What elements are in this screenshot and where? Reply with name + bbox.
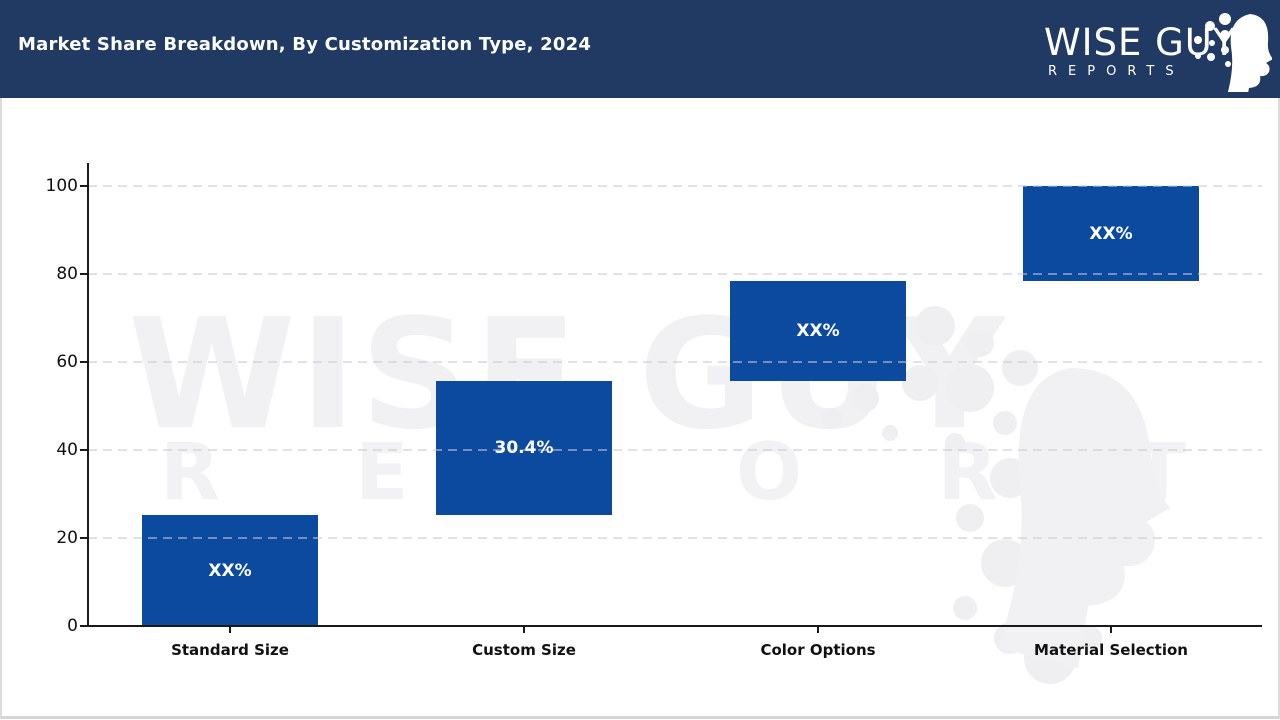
logo-wiseguy-text: WISE GUY [1044,21,1237,64]
chart-title: Market Share Breakdown, By Customization… [18,34,592,55]
header-bar: Market Share Breakdown, By Customization… [0,0,1280,98]
wise-guy-reports-logo: WISE GUY REPORTS [1016,8,1272,92]
watermark-face-dots-graphic [808,306,1170,684]
watermark: WISE GUY R E P O R T S [0,98,1280,720]
logo-reports-text: REPORTS [1048,64,1185,79]
logo-face-icon [1194,13,1272,92]
